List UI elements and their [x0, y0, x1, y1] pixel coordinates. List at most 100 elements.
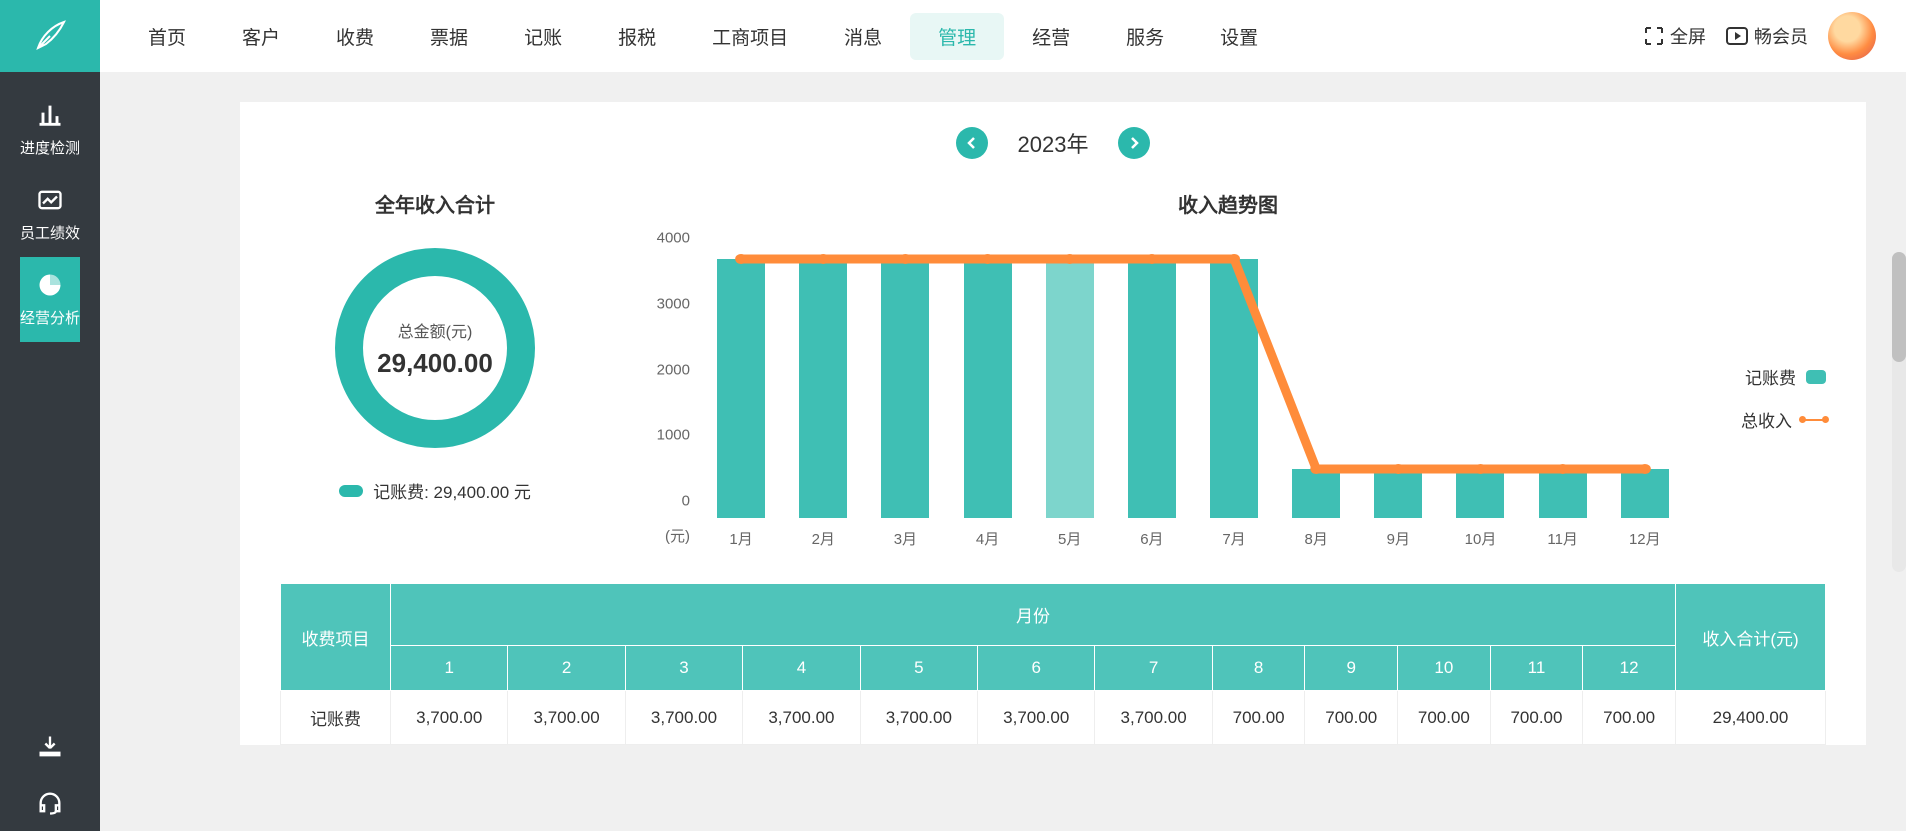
- th-month: 2: [508, 646, 625, 691]
- nav-item-8[interactable]: 管理: [910, 13, 1004, 60]
- nav-item-3[interactable]: 票据: [402, 13, 496, 60]
- analysis-card: 2023年 全年收入合计 总金额(元) 29,400.00: [240, 102, 1866, 745]
- nav-item-9[interactable]: 经营: [1004, 13, 1098, 60]
- nav-right: 全屏 畅会员: [1644, 12, 1876, 60]
- x-tick: 6月: [1128, 528, 1176, 558]
- sidebar-item-1[interactable]: 员工绩效: [20, 172, 80, 257]
- member-label: 畅会员: [1754, 23, 1808, 49]
- x-tick: 4月: [964, 528, 1012, 558]
- trend-icon: [36, 186, 64, 214]
- nav-item-5[interactable]: 报税: [590, 13, 684, 60]
- cell-value: 700.00: [1583, 691, 1676, 745]
- th-project: 收费项目: [281, 584, 391, 691]
- x-tick: 12月: [1621, 528, 1669, 558]
- bar-10[interactable]: [1539, 469, 1587, 518]
- nav-item-2[interactable]: 收费: [308, 13, 402, 60]
- chevron-right-icon: [1126, 135, 1142, 151]
- bar-2[interactable]: [881, 259, 929, 518]
- th-month: 7: [1095, 646, 1212, 691]
- cell-value: 3,700.00: [1095, 691, 1212, 745]
- chart-legend-item[interactable]: 记账费: [1706, 364, 1826, 389]
- nav-item-10[interactable]: 服务: [1098, 13, 1192, 60]
- bar-0[interactable]: [717, 259, 765, 518]
- summary-title: 全年收入合计: [375, 189, 495, 218]
- prev-year-button[interactable]: [956, 127, 988, 159]
- cell-value: 3,700.00: [743, 691, 860, 745]
- sidebar-item-0[interactable]: 进度检测: [20, 87, 80, 172]
- download-icon: [36, 733, 64, 761]
- legend-line: [1802, 419, 1826, 421]
- cell-total: 29,400.00: [1676, 691, 1826, 745]
- sidebar-label: 员工绩效: [20, 222, 80, 243]
- chart-legend: 记账费总收入: [1706, 238, 1826, 558]
- th-month: 3: [625, 646, 742, 691]
- x-tick: 3月: [881, 528, 929, 558]
- cell-value: 700.00: [1305, 691, 1398, 745]
- fullscreen-button[interactable]: 全屏: [1644, 23, 1706, 49]
- bar-5[interactable]: [1128, 259, 1176, 518]
- cell-name: 记账费: [281, 691, 391, 745]
- th-total: 收入合计(元): [1676, 584, 1826, 691]
- member-button[interactable]: 畅会员: [1726, 23, 1808, 49]
- bar-11[interactable]: [1621, 469, 1669, 518]
- sidebar-item-2[interactable]: 经营分析: [20, 257, 80, 342]
- bar-8[interactable]: [1374, 469, 1422, 518]
- x-tick: 7月: [1210, 528, 1258, 558]
- chart-area: 40003000200010000 (元) 1月2月3月4月5月6月7月8月9月…: [630, 238, 1686, 558]
- th-month: 10: [1398, 646, 1491, 691]
- trend-chart-panel: 收入趋势图 40003000200010000 (元): [630, 189, 1826, 558]
- y-tick: 1000: [630, 427, 690, 444]
- x-tick: 5月: [1046, 528, 1094, 558]
- cell-value: 700.00: [1212, 691, 1305, 745]
- bar-9[interactable]: [1456, 469, 1504, 518]
- bar-1[interactable]: [799, 259, 847, 518]
- sidebar: 进度检测员工绩效经营分析: [0, 72, 100, 831]
- nav-item-0[interactable]: 首页: [120, 13, 214, 60]
- th-month: 1: [391, 646, 508, 691]
- th-month: 5: [860, 646, 977, 691]
- cell-value: 3,700.00: [625, 691, 742, 745]
- th-month: 8: [1212, 646, 1305, 691]
- ring-label: 总金额(元): [398, 318, 473, 342]
- x-tick: 11月: [1539, 528, 1587, 558]
- chart-legend-item[interactable]: 总收入: [1706, 407, 1826, 432]
- th-month: 6: [978, 646, 1095, 691]
- ring-value: 29,400.00: [377, 348, 493, 379]
- nav-item-6[interactable]: 工商项目: [684, 13, 816, 60]
- feather-icon: [30, 16, 70, 56]
- bar-4[interactable]: [1046, 259, 1094, 518]
- th-month: 9: [1305, 646, 1398, 691]
- sidebar-label: 经营分析: [20, 307, 80, 328]
- y-tick: 2000: [630, 361, 690, 378]
- fullscreen-label: 全屏: [1670, 23, 1706, 49]
- y-axis: 40003000200010000: [630, 238, 690, 518]
- x-tick: 8月: [1292, 528, 1340, 558]
- year-label: 2023年: [1018, 127, 1089, 159]
- bar-3[interactable]: [964, 259, 1012, 518]
- main-content: 2023年 全年收入合计 总金额(元) 29,400.00: [100, 72, 1906, 831]
- sidebar-support[interactable]: [0, 775, 100, 831]
- scrollbar-thumb[interactable]: [1892, 252, 1906, 362]
- avatar[interactable]: [1828, 12, 1876, 60]
- summary-panel: 全年收入合计 总金额(元) 29,400.00 记账费: 29,400.00 元: [280, 189, 590, 558]
- nav-item-4[interactable]: 记账: [496, 13, 590, 60]
- y-tick: 3000: [630, 295, 690, 312]
- sidebar-download[interactable]: [0, 719, 100, 775]
- nav-item-1[interactable]: 客户: [214, 13, 308, 60]
- sidebar-label: 进度检测: [20, 137, 80, 158]
- fullscreen-icon: [1644, 26, 1664, 46]
- x-tick: 10月: [1456, 528, 1504, 558]
- headset-icon: [36, 789, 64, 817]
- bar-7[interactable]: [1292, 469, 1340, 518]
- next-year-button[interactable]: [1118, 127, 1150, 159]
- x-tick: 9月: [1374, 528, 1422, 558]
- summary-legend: 记账费: 29,400.00 元: [339, 478, 531, 503]
- th-months: 月份: [391, 584, 1676, 646]
- cell-value: 700.00: [1490, 691, 1583, 745]
- logo: [0, 0, 100, 72]
- nav-item-7[interactable]: 消息: [816, 13, 910, 60]
- bar-6[interactable]: [1210, 259, 1258, 518]
- nav-item-11[interactable]: 设置: [1192, 13, 1286, 60]
- cell-value: 700.00: [1398, 691, 1491, 745]
- data-table: 收费项目 月份 收入合计(元) 123456789101112 记账费3,700…: [280, 583, 1826, 745]
